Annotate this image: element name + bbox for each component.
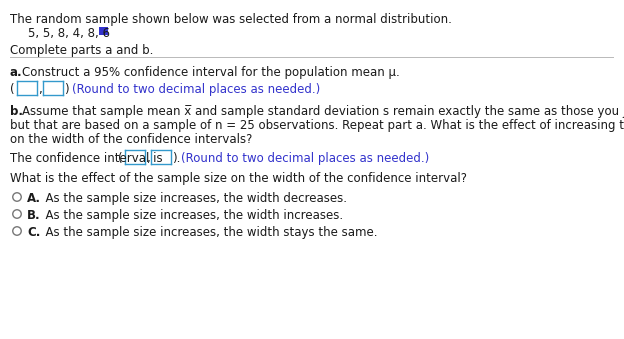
Text: Construct a 95% confidence interval for the population mean μ.: Construct a 95% confidence interval for … xyxy=(22,66,400,79)
Text: Complete parts a and b.: Complete parts a and b. xyxy=(10,44,154,57)
Text: 5, 5, 8, 4, 8, 6: 5, 5, 8, 4, 8, 6 xyxy=(28,27,110,40)
Text: but that are based on a sample of n = 25 observations. Repeat part a. What is th: but that are based on a sample of n = 25… xyxy=(10,119,624,132)
Text: A.: A. xyxy=(27,192,41,205)
Text: ): ) xyxy=(64,83,69,96)
Text: As the sample size increases, the width decreases.: As the sample size increases, the width … xyxy=(38,192,347,205)
Text: a.: a. xyxy=(10,66,22,79)
Text: b.: b. xyxy=(10,105,23,118)
Text: C.: C. xyxy=(27,226,41,239)
Text: The confidence interval is: The confidence interval is xyxy=(10,152,163,165)
Text: (Round to two decimal places as needed.): (Round to two decimal places as needed.) xyxy=(72,83,320,96)
Text: ,: , xyxy=(146,152,150,165)
Text: on the width of the confidence intervals?: on the width of the confidence intervals… xyxy=(10,133,252,146)
Text: (Round to two decimal places as needed.): (Round to two decimal places as needed.) xyxy=(181,152,429,165)
Text: (: ( xyxy=(118,152,123,165)
Circle shape xyxy=(12,193,21,201)
Circle shape xyxy=(12,210,21,218)
Circle shape xyxy=(12,227,21,235)
Text: Assume that sample mean x̅ and sample standard deviation s remain exactly the sa: Assume that sample mean x̅ and sample st… xyxy=(22,105,624,118)
Text: What is the effect of the sample size on the width of the confidence interval?: What is the effect of the sample size on… xyxy=(10,172,467,185)
Text: As the sample size increases, the width increases.: As the sample size increases, the width … xyxy=(38,209,343,222)
Text: (: ( xyxy=(10,83,14,96)
Text: B.: B. xyxy=(27,209,41,222)
Text: ).: ). xyxy=(172,152,180,165)
Text: The random sample shown below was selected from a normal distribution.: The random sample shown below was select… xyxy=(10,13,452,26)
Text: As the sample size increases, the width stays the same.: As the sample size increases, the width … xyxy=(38,226,378,239)
Text: ,: , xyxy=(38,83,42,96)
